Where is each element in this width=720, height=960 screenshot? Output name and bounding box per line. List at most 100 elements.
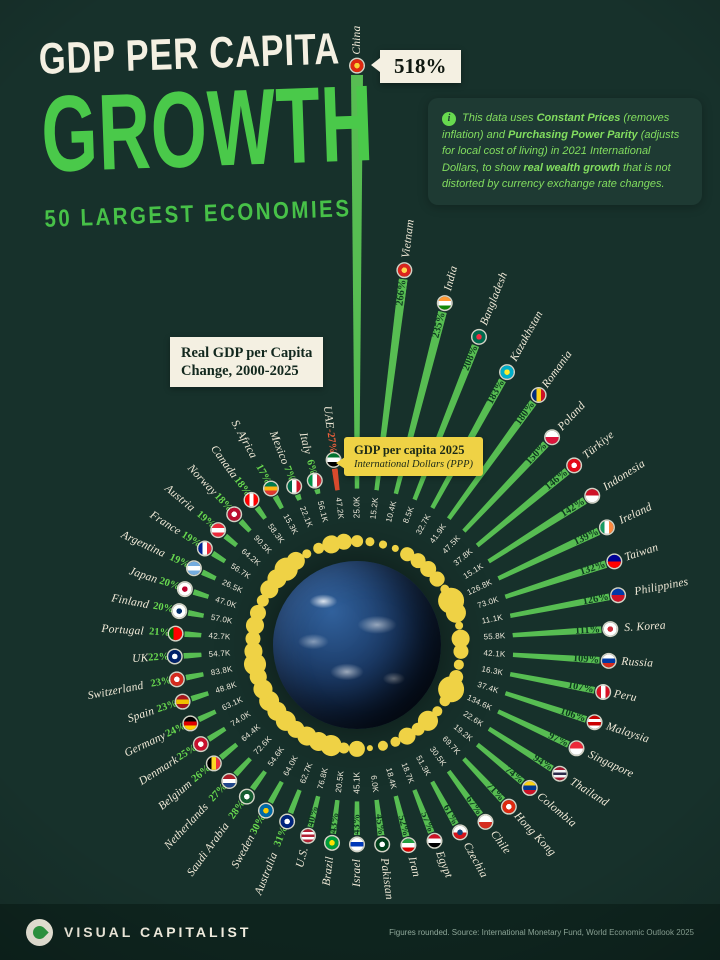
growth-label: 31% xyxy=(272,824,291,849)
country-name-label: Spain xyxy=(126,705,156,726)
info-text-segment: This data uses xyxy=(462,112,537,124)
denmark-flag-icon xyxy=(194,737,208,751)
gdp-bubble-israel xyxy=(349,741,365,757)
gdp-value-label: 45.1K xyxy=(352,771,362,794)
earth-image xyxy=(273,561,441,729)
country-name-label: Malaysia xyxy=(604,720,651,746)
gdp-value-label: 41.9K xyxy=(427,522,449,546)
country-bar-uae xyxy=(332,468,341,491)
country-bar-s-africa xyxy=(273,495,285,510)
country-bar-france xyxy=(211,551,227,564)
country-name-label: Switzerland xyxy=(86,679,145,703)
gdp-capita-label-box: GDP per capita 2025 International Dollar… xyxy=(336,437,483,476)
gdp-value-label: 15.3K xyxy=(281,512,300,537)
germany-flag-icon xyxy=(183,716,197,730)
country-name-label: Norway xyxy=(184,462,220,498)
gdp-value-label: 56.7K xyxy=(229,561,253,581)
gdp-value-label: 57.0K xyxy=(210,612,234,626)
country-name-label: Hong Kong xyxy=(511,810,559,859)
country-name-label: Chile xyxy=(488,828,513,857)
gdp-value-label: 15.1K xyxy=(461,561,485,581)
growth-label: 126% xyxy=(581,591,610,608)
italy-flag-icon xyxy=(308,474,322,488)
gdp-value-label: 10.4K xyxy=(384,499,399,524)
gdp-bubble-pakistan xyxy=(366,744,374,752)
country-name-label: France xyxy=(147,509,184,538)
uk-flag-icon xyxy=(168,649,182,663)
growth-label: 21% xyxy=(148,626,171,639)
gdp-bubble-iran xyxy=(376,739,390,752)
country-bar-denmark xyxy=(207,726,227,742)
country-name-label: Iran xyxy=(405,855,423,879)
country-bar-argentina xyxy=(201,569,217,581)
brazil-flag-icon xyxy=(325,836,339,850)
growth-label: 107% xyxy=(566,679,595,696)
country-name-label: Argentina xyxy=(119,528,168,560)
gdp-value-label: 18.7K xyxy=(399,761,416,785)
gdp-value-label: 32.7K xyxy=(414,512,433,537)
country-name-label: India xyxy=(442,264,461,293)
country-bar-portugal xyxy=(184,631,201,638)
austria-flag-icon xyxy=(211,523,225,537)
country-name-label: U.S. xyxy=(294,846,311,869)
growth-label: 52% xyxy=(395,814,412,838)
belgium-flag-icon xyxy=(207,756,221,770)
gdp-bubble-russia xyxy=(452,643,469,660)
country-name-label: Singapore xyxy=(586,748,636,781)
india-flag-icon xyxy=(438,296,452,310)
country-name-label: Ireland xyxy=(617,501,654,527)
country-name-label: UAE xyxy=(320,405,336,430)
country-name-label: Colombia xyxy=(534,790,579,830)
country-name-label: Pakistan xyxy=(377,857,396,901)
malaysia-flag-icon xyxy=(588,715,602,729)
gdp-value-label: 54.7K xyxy=(208,648,231,659)
russia-flag-icon xyxy=(602,654,616,668)
growth-label: 40% xyxy=(305,804,321,828)
gdp-value-label: 16.3K xyxy=(480,664,504,678)
country-name-label: Egypt xyxy=(433,849,455,880)
gdp-value-label: 73.0K xyxy=(476,594,500,611)
growth-label: 183% xyxy=(484,377,508,407)
gdp-value-label: 56.1K xyxy=(315,499,330,524)
t-rkiye-flag-icon xyxy=(567,458,581,472)
country-name-label: Israel xyxy=(351,858,363,888)
metric-label-box: Real GDP per Capita Change, 2000-2025 xyxy=(170,337,324,388)
growth-label: 142% xyxy=(558,496,588,520)
growth-label: -27% xyxy=(324,428,339,455)
growth-label: 266% xyxy=(394,279,409,307)
philippines-flag-icon xyxy=(611,588,625,602)
pakistan-flag-icon xyxy=(375,837,389,851)
info-text-segment: (adjusts for local cost of living) in 20… xyxy=(442,128,680,174)
footer-bar: VISUAL CAPITALIST Figures rounded. Sourc… xyxy=(0,904,720,960)
gdp-value-label: 64.2K xyxy=(239,546,263,568)
country-name-label: Finland xyxy=(110,592,150,612)
methodology-note: i This data uses Constant Prices (remove… xyxy=(428,98,702,205)
singapore-flag-icon xyxy=(570,741,584,755)
country-bar-uk xyxy=(183,652,201,659)
indonesia-flag-icon xyxy=(585,489,599,503)
country-name-label: Australia xyxy=(252,850,281,897)
country-name-label: Czechia xyxy=(460,840,490,880)
gdp-value-label: 26.5K xyxy=(220,577,245,596)
gdp-value-label: 37.4K xyxy=(476,679,500,696)
romania-flag-icon xyxy=(532,388,546,402)
taiwan-flag-icon xyxy=(607,554,621,568)
gdp-value-label: 42.7K xyxy=(208,631,231,642)
gdp-value-label: 76.8K xyxy=(315,766,330,791)
visual-capitalist-logo-icon xyxy=(26,918,53,946)
sweden-flag-icon xyxy=(259,804,273,818)
gdp-value-label: 83.8K xyxy=(210,664,234,678)
growth-label: 150% xyxy=(523,440,550,468)
country-bar-switzerland xyxy=(185,671,204,680)
growth-label: 208% xyxy=(460,343,481,373)
gdp-value-label: 72.6K xyxy=(251,734,274,757)
gdp-value-label: 63.1K xyxy=(220,694,245,713)
country-name-label: Italy xyxy=(296,431,314,456)
gdp-value-label: 90.5K xyxy=(251,533,274,556)
gdp-value-label: 30.5K xyxy=(427,744,449,768)
growth-label: 180% xyxy=(513,399,538,428)
country-name-label: Kazakhstan xyxy=(508,308,546,364)
s-korea-flag-icon xyxy=(603,622,617,636)
iran-flag-icon xyxy=(401,838,415,852)
